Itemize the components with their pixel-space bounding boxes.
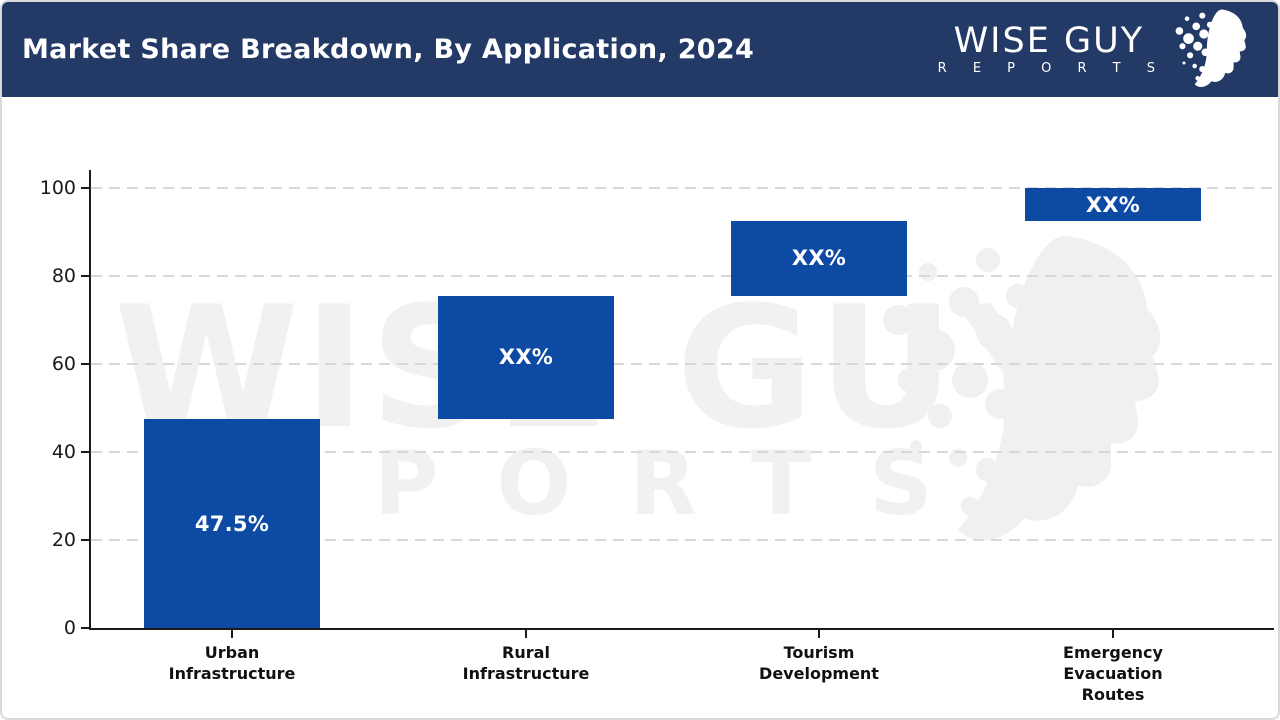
gridline: [91, 451, 1272, 453]
logo-brand-subtitle: R E P O R T S: [937, 61, 1166, 76]
gridline: [91, 363, 1272, 365]
page-title: Market Share Breakdown, By Application, …: [22, 34, 755, 65]
wise-guy-logo: WISE GUY R E P O R T S: [932, 8, 1256, 92]
y-tick-label: 0: [63, 617, 76, 639]
x-category-label: Emergency Evacuation Routes: [1063, 643, 1163, 704]
watermark-head-profile-icon: [880, 210, 1180, 580]
bar: XX%: [438, 295, 614, 419]
y-tick: [81, 187, 89, 189]
y-tick: [81, 275, 89, 277]
gridline: [91, 187, 1272, 189]
y-tick: [81, 363, 89, 365]
bar-value-label: XX%: [498, 345, 554, 370]
y-tick-label: 20: [51, 529, 76, 551]
bar: 47.5%: [144, 419, 320, 628]
y-tick-label: 80: [51, 265, 76, 287]
x-tick: [1112, 630, 1114, 638]
bar: XX%: [731, 221, 907, 296]
watermark-text-secondary: PORTS: [374, 432, 991, 535]
y-tick: [81, 451, 89, 453]
header: Market Share Breakdown, By Application, …: [2, 2, 1278, 97]
x-axis-line: [89, 628, 1274, 630]
y-axis-line: [89, 170, 91, 630]
x-tick: [818, 630, 820, 638]
y-tick-label: 100: [39, 177, 76, 199]
x-category-label: Tourism Development: [759, 643, 879, 683]
gridline: [91, 539, 1272, 541]
bar-value-label: XX%: [791, 246, 847, 271]
logo-head-profile-icon: [1170, 8, 1256, 92]
y-tick: [81, 627, 89, 629]
x-tick: [231, 630, 233, 638]
logo-brand-name: WISE GUY: [953, 21, 1145, 61]
bar: XX%: [1025, 188, 1201, 221]
y-tick-label: 40: [51, 441, 76, 463]
y-tick: [81, 539, 89, 541]
bar-value-label: XX%: [1085, 192, 1141, 217]
x-category-label: Urban Infrastructure: [168, 643, 296, 683]
x-category-label: Rural Infrastructure: [462, 643, 590, 683]
logo-text: WISE GUY R E P O R T S: [932, 23, 1166, 76]
gridline: [91, 275, 1272, 277]
x-tick: [525, 630, 527, 638]
bar-value-label: 47.5%: [194, 511, 270, 536]
y-tick-label: 60: [51, 353, 76, 375]
